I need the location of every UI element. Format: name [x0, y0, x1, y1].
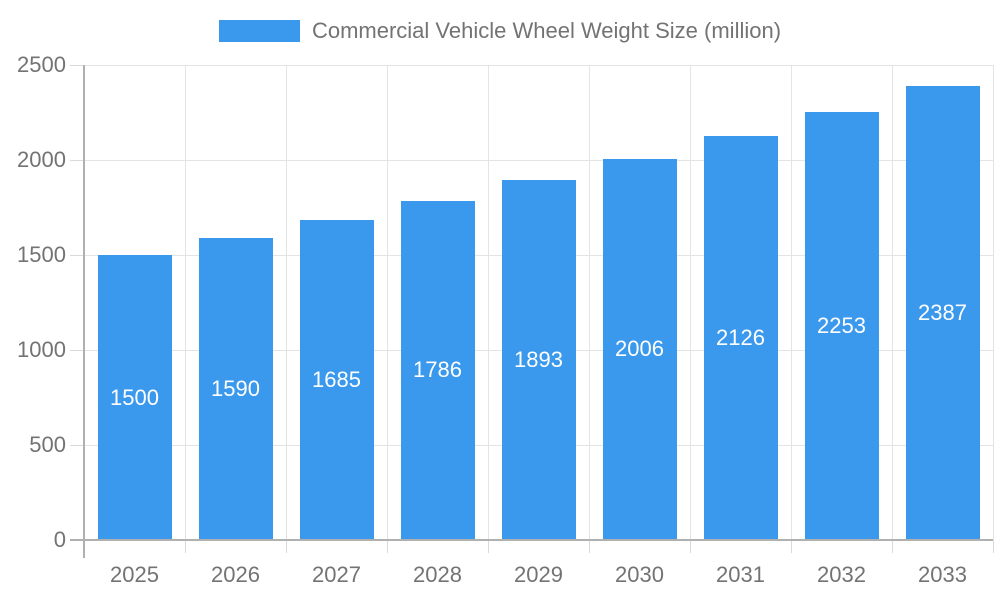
x-gridline — [285, 65, 287, 540]
bar-2025[interactable]: 1500 — [97, 255, 172, 540]
bar-value-label: 1590 — [211, 375, 260, 401]
bar-2027[interactable]: 1685 — [299, 219, 374, 540]
y-axis-tick — [70, 159, 84, 161]
x-axis-label: 2025 — [110, 562, 159, 587]
x-axis-tick — [992, 540, 994, 553]
bar-value-label: 1500 — [110, 384, 159, 410]
y-axis-tick — [70, 254, 84, 256]
x-axis-label: 2026 — [211, 562, 260, 587]
x-gridline — [588, 65, 590, 540]
bar-value-label: 2253 — [817, 312, 866, 338]
y-axis-label: 0 — [53, 527, 66, 552]
legend-label[interactable]: Commercial Vehicle Wheel Weight Size (mi… — [311, 18, 782, 43]
y-axis-label: 2500 — [17, 52, 66, 77]
bar-value-label: 2126 — [716, 325, 765, 351]
x-axis-label: 2029 — [514, 562, 563, 587]
y-gridline — [84, 159, 993, 161]
bar-value-label: 1685 — [312, 366, 361, 392]
bar-value-label: 1786 — [413, 357, 462, 383]
x-axis-tick — [386, 540, 388, 553]
x-axis-tick — [689, 540, 691, 553]
x-axis-line — [70, 539, 993, 541]
x-gridline — [790, 65, 792, 540]
bar-2033[interactable]: 2387 — [905, 86, 980, 540]
y-axis-tick — [70, 444, 84, 446]
x-axis-label: 2033 — [918, 562, 967, 587]
x-axis-label: 2031 — [716, 562, 765, 587]
x-axis-tick — [790, 540, 792, 553]
x-gridline — [891, 65, 893, 540]
y-axis-tick — [70, 64, 84, 66]
bar-2031[interactable]: 2126 — [703, 136, 778, 540]
x-axis-label: 2028 — [413, 562, 462, 587]
x-gridline — [487, 65, 489, 540]
y-gridline — [84, 64, 993, 66]
bar-2026[interactable]: 1590 — [198, 237, 273, 540]
y-axis-tick — [70, 349, 84, 351]
y-axis-label: 1000 — [17, 337, 66, 362]
legend-swatch[interactable] — [218, 20, 300, 42]
y-axis-line — [83, 65, 85, 558]
bar-value-label: 1893 — [514, 347, 563, 373]
bar-2032[interactable]: 2253 — [804, 111, 879, 540]
x-axis-tick — [285, 540, 287, 553]
y-axis-label: 1500 — [17, 242, 66, 267]
x-gridline — [689, 65, 691, 540]
x-axis-label: 2030 — [615, 562, 664, 587]
x-axis-tick — [487, 540, 489, 553]
legend-item[interactable]: Commercial Vehicle Wheel Weight Size (mi… — [0, 20, 1000, 42]
x-axis-tick — [588, 540, 590, 553]
x-gridline — [184, 65, 186, 540]
x-axis-tick — [184, 540, 186, 553]
y-axis-label: 500 — [29, 432, 66, 457]
bar-2030[interactable]: 2006 — [602, 158, 677, 540]
bar-2028[interactable]: 1786 — [400, 200, 475, 540]
x-axis-label: 2032 — [817, 562, 866, 587]
bar-2029[interactable]: 1893 — [501, 180, 576, 540]
x-gridline — [992, 65, 994, 540]
y-axis-label: 2000 — [17, 147, 66, 172]
x-gridline — [386, 65, 388, 540]
x-axis-label: 2027 — [312, 562, 361, 587]
x-axis-tick — [891, 540, 893, 553]
bar-value-label: 2006 — [615, 336, 664, 362]
bar-value-label: 2387 — [918, 300, 967, 326]
